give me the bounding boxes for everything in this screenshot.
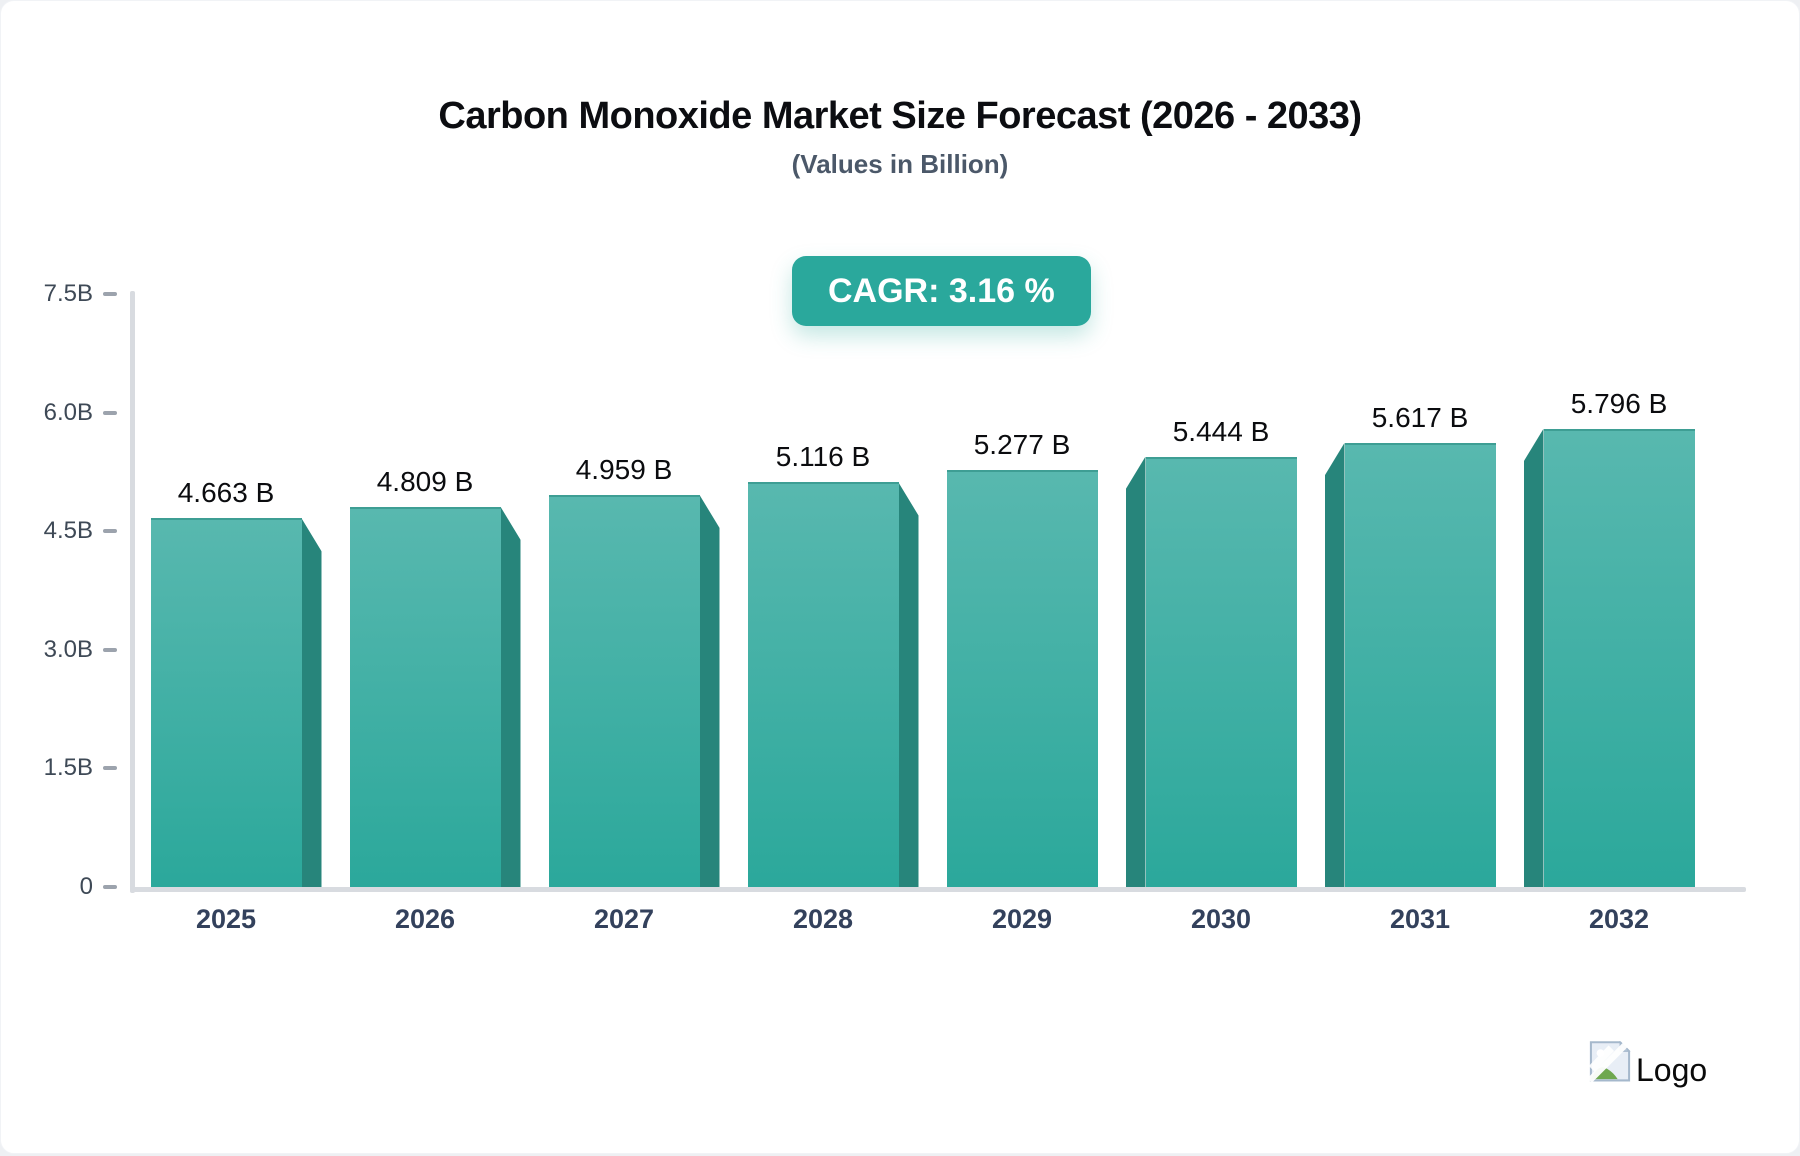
bar-side-face <box>500 506 521 887</box>
bar-value-label: 4.663 B <box>177 477 275 509</box>
y-axis-tick <box>103 647 117 652</box>
y-axis-tick <box>103 529 117 534</box>
bar-side-face <box>699 494 720 887</box>
bar <box>548 494 700 887</box>
bar <box>747 482 899 887</box>
y-axis-tick-label: 6.0B <box>43 398 93 426</box>
bar <box>1543 428 1695 887</box>
y-axis-tick <box>103 410 117 415</box>
bar-side-face <box>1523 428 1544 887</box>
bar-value-label: 5.116 B <box>775 441 871 473</box>
x-axis-line <box>130 887 1746 892</box>
x-axis-label: 2027 <box>593 904 655 934</box>
bar-value-label: 5.617 B <box>1371 401 1469 433</box>
x-axis-label: 2028 <box>792 904 854 934</box>
bar-value-label: 4.809 B <box>376 465 474 497</box>
chart-title: Carbon Monoxide Market Size Forecast (20… <box>438 95 1362 137</box>
y-axis-tick-label: 4.5B <box>43 517 93 545</box>
bar-value-label: 5.796 B <box>1570 387 1668 419</box>
x-axis-label: 2031 <box>1389 904 1451 934</box>
broken-image-icon <box>1587 1041 1631 1083</box>
x-axis-label: 2030 <box>1190 904 1252 934</box>
y-axis-tick-label: 7.5B <box>43 280 93 307</box>
bar-side-face <box>898 482 919 887</box>
y-axis-tick <box>103 766 117 771</box>
y-axis-tick-label: 0 <box>79 873 93 900</box>
bar-value-label: 5.277 B <box>973 428 1071 460</box>
y-axis-tick <box>103 292 117 296</box>
y-axis-tick-label: 1.5B <box>43 754 93 782</box>
cagr-badge: CAGR: 3.16 % <box>792 256 1091 326</box>
y-axis-tick-label: 3.0B <box>43 635 93 663</box>
x-axis-label: 2032 <box>1588 904 1650 934</box>
bar <box>1344 442 1496 887</box>
x-axis-label: 2026 <box>394 904 456 934</box>
bar <box>349 506 501 887</box>
logo: Logo <box>1587 1041 1707 1089</box>
y-axis-line <box>130 291 135 893</box>
x-axis-label: 2029 <box>991 904 1053 934</box>
x-axis-label: 2025 <box>195 904 257 934</box>
bar-value-label: 5.444 B <box>1172 415 1270 447</box>
bar-side-face <box>1324 442 1345 887</box>
logo-text: Logo <box>1636 1052 1708 1088</box>
bar <box>150 518 302 887</box>
bar <box>946 469 1098 887</box>
bar-value-label: 4.959 B <box>575 453 673 485</box>
bar-side-face <box>301 518 322 887</box>
bar-side-face <box>1125 456 1146 887</box>
bar <box>1145 456 1297 887</box>
y-axis-tick <box>103 885 117 889</box>
chart-subtitle: (Values in Billion) <box>791 149 1009 179</box>
